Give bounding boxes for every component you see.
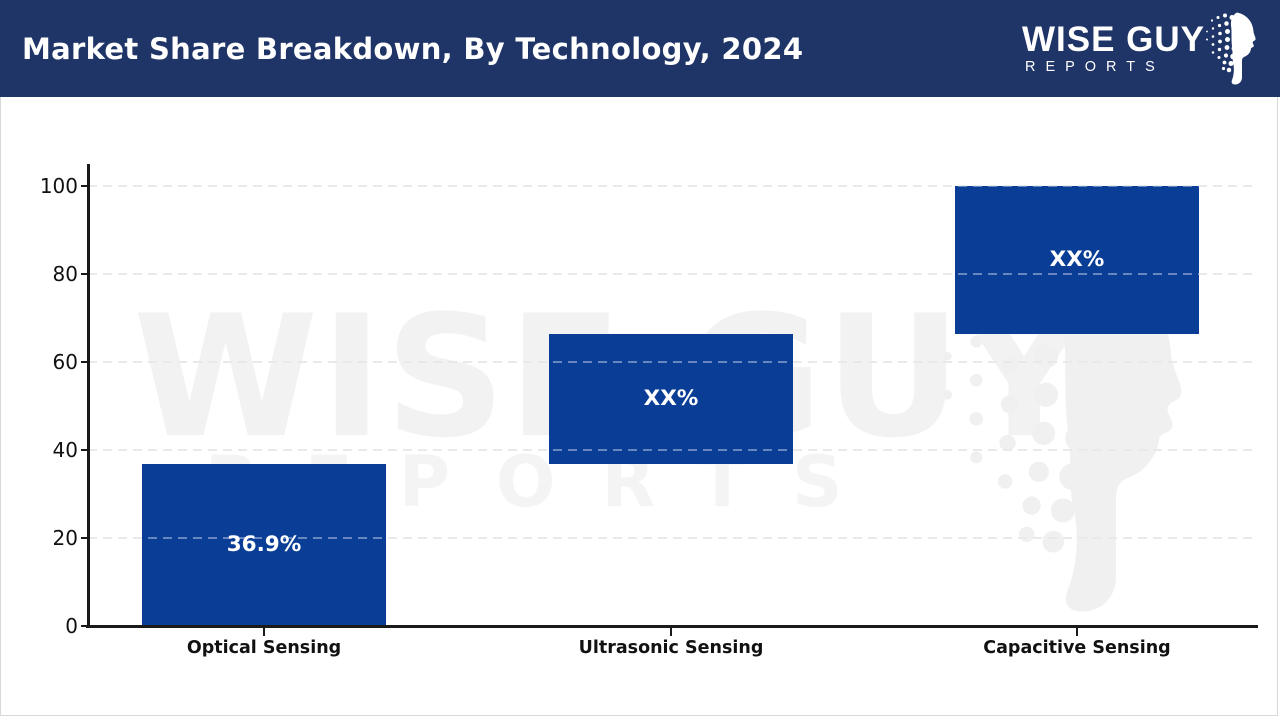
y-axis-line xyxy=(87,164,90,627)
x-axis-label-ultrasonic-sensing: Ultrasonic Sensing xyxy=(578,638,764,658)
x-axis-label-capacitive-sensing: Capacitive Sensing xyxy=(983,638,1171,658)
x-axis-line xyxy=(86,624,1258,628)
bar-value-label: XX% xyxy=(643,385,699,411)
y-tick-label: 20 xyxy=(52,526,78,550)
wiseguy-head-icon xyxy=(1203,11,1258,87)
x-tick-mark xyxy=(1075,628,1079,636)
y-tick-mark xyxy=(81,272,89,276)
y-tick-mark xyxy=(81,360,89,364)
gridline xyxy=(88,537,1258,539)
x-tick-mark xyxy=(262,628,266,636)
y-tick-mark xyxy=(81,536,89,540)
gridline xyxy=(88,185,1258,187)
y-tick-mark xyxy=(81,184,89,188)
gridline xyxy=(88,273,1258,275)
gridline-overlay xyxy=(88,537,1258,539)
x-tick-mark xyxy=(669,628,673,636)
y-tick-label: 40 xyxy=(52,438,78,462)
y-tick-mark xyxy=(81,448,89,452)
wiseguy-logo: WISE GUY REPORTS xyxy=(1022,11,1258,87)
y-tick-label: 100 xyxy=(39,174,78,198)
gridline-overlay xyxy=(88,449,1258,451)
logo-text: WISE GUY REPORTS xyxy=(1022,22,1205,75)
bar-value-label: XX% xyxy=(1049,246,1105,272)
y-tick-mark xyxy=(81,624,89,628)
logo-name: WISE GUY xyxy=(1021,20,1205,60)
y-tick-label: 60 xyxy=(52,350,78,374)
gridline-overlay xyxy=(88,361,1258,363)
gridline-overlay xyxy=(88,185,1258,187)
y-tick-label: 0 xyxy=(65,614,78,638)
bar-ultrasonic-sensing xyxy=(549,333,793,464)
header: Market Share Breakdown, By Technology, 2… xyxy=(0,0,1280,97)
bar-optical-sensing xyxy=(142,463,386,626)
page-title: Market Share Breakdown, By Technology, 2… xyxy=(22,31,804,66)
logo-tagline: REPORTS xyxy=(1024,59,1165,76)
y-tick-label: 80 xyxy=(52,262,78,286)
bar-value-label: 36.9% xyxy=(226,531,302,557)
gridline-overlay xyxy=(88,273,1258,275)
x-axis-label-optical-sensing: Optical Sensing xyxy=(186,638,342,658)
